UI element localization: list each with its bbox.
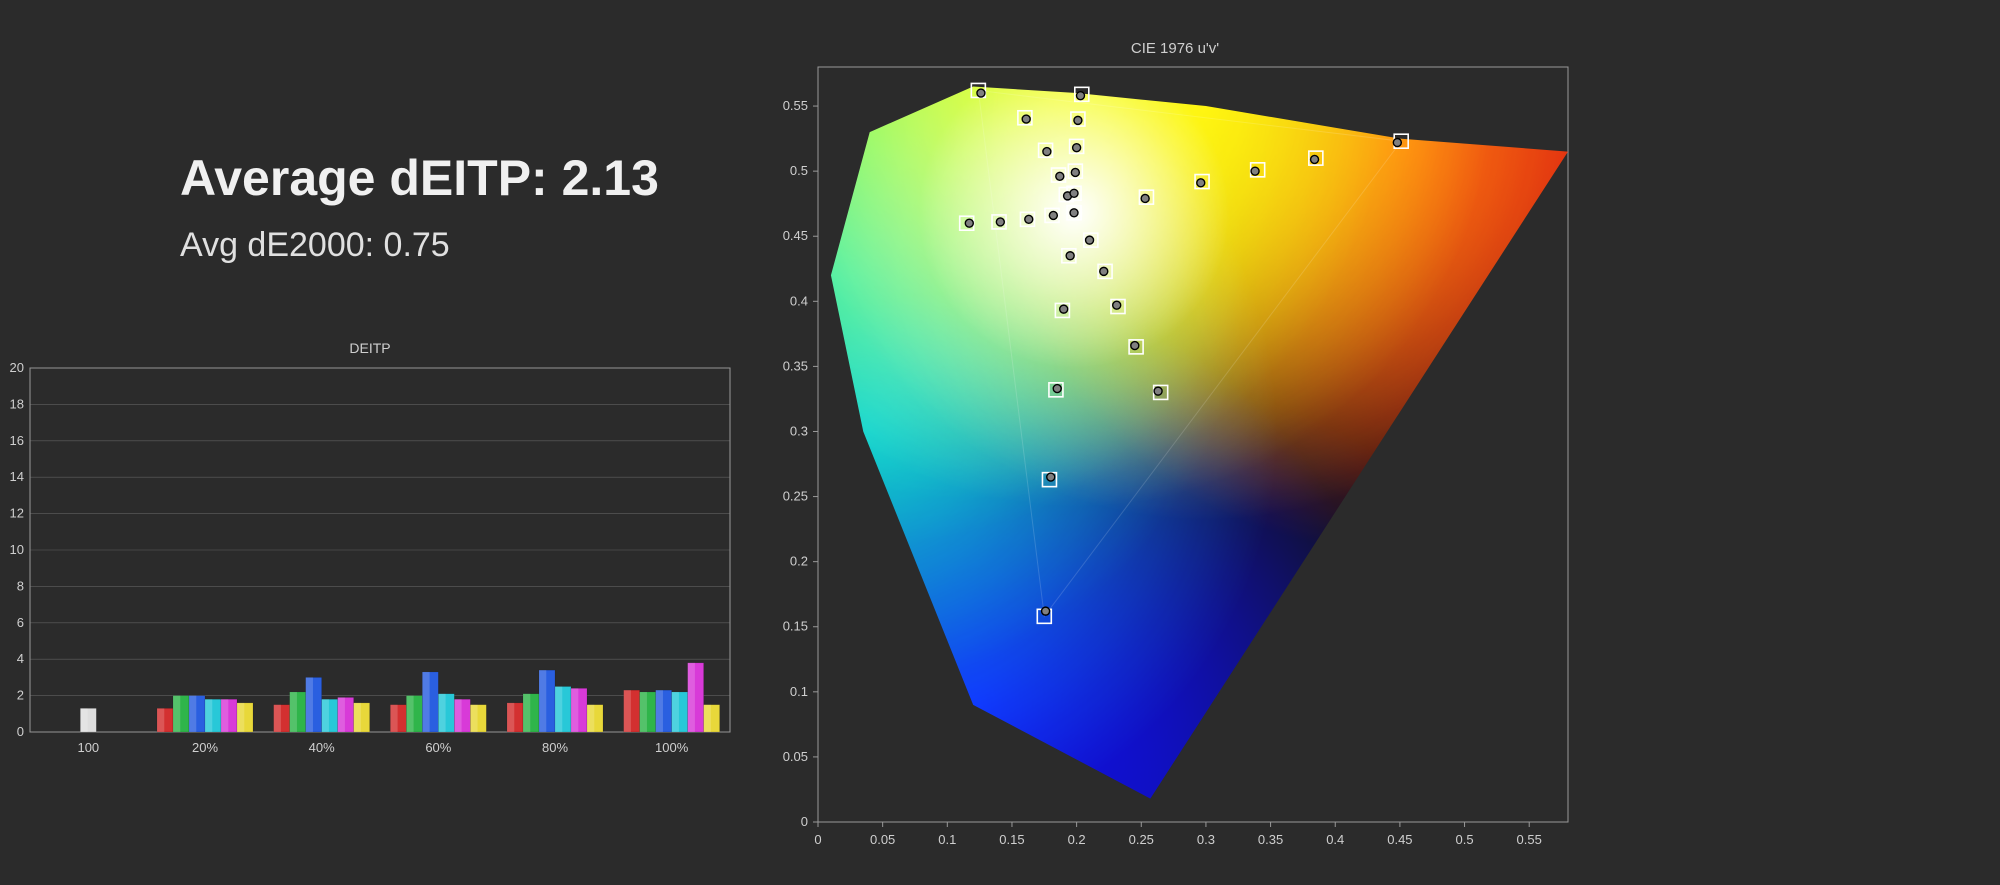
- right-panel: CIE 1976 u'v' 0 0.05 0.1 0.15 0.2 0.25 0.3 0.35…: [770, 40, 1580, 860]
- svg-text:0.4: 0.4: [790, 293, 808, 308]
- svg-text:0.5: 0.5: [790, 163, 808, 178]
- svg-text:0.25: 0.25: [1129, 832, 1154, 847]
- svg-text:2: 2: [17, 688, 24, 703]
- calibration-report: Average dEITP: 2.13 Avg dE2000: 0.75 DEI…: [0, 0, 2000, 885]
- bar-chart-svg: 0 2 4 6 8 10 12 14 16 18 20 100 20% 40% 60% 80% 100%: [0, 362, 740, 762]
- svg-text:100%: 100%: [655, 740, 689, 755]
- svg-text:0.1: 0.1: [790, 684, 808, 699]
- left-panel: Average dEITP: 2.13 Avg dE2000: 0.75 DEI…: [0, 0, 760, 885]
- svg-text:0.55: 0.55: [783, 98, 808, 113]
- svg-text:8: 8: [17, 578, 24, 593]
- svg-text:0.45: 0.45: [1387, 832, 1412, 847]
- cie-chart-svg: 0 0.05 0.1 0.15 0.2 0.25 0.3 0.35 0.4 0.45 0.5 0.55…: [770, 61, 1580, 856]
- svg-text:0.35: 0.35: [783, 358, 808, 373]
- svg-text:0.3: 0.3: [790, 423, 808, 438]
- avg-deitp-label: Average dEITP: 2.13: [180, 150, 659, 208]
- bar-chart-title: DEITP: [0, 340, 740, 356]
- svg-text:0: 0: [801, 814, 808, 829]
- svg-text:0.25: 0.25: [783, 489, 808, 504]
- svg-text:0.4: 0.4: [1326, 832, 1344, 847]
- svg-text:0: 0: [814, 832, 821, 847]
- svg-text:12: 12: [10, 506, 24, 521]
- svg-text:6: 6: [17, 615, 24, 630]
- svg-text:0.15: 0.15: [783, 619, 808, 634]
- metrics-block: Average dEITP: 2.13 Avg dE2000: 0.75: [180, 150, 659, 265]
- svg-text:0.05: 0.05: [870, 832, 895, 847]
- svg-text:0.3: 0.3: [1197, 832, 1215, 847]
- svg-text:16: 16: [10, 433, 24, 448]
- svg-text:60%: 60%: [425, 740, 451, 755]
- svg-text:0.35: 0.35: [1258, 832, 1283, 847]
- svg-text:10: 10: [10, 542, 24, 557]
- svg-text:18: 18: [10, 396, 24, 411]
- svg-text:20: 20: [10, 362, 24, 375]
- svg-text:0: 0: [17, 724, 24, 739]
- svg-text:80%: 80%: [542, 740, 568, 755]
- svg-text:0.05: 0.05: [783, 749, 808, 764]
- deitp-bar-chart: DEITP 0 2 4 6 8 10 12 14 16 18 20 100 20% 40% 60% 80% 10…: [0, 340, 740, 760]
- svg-text:0.2: 0.2: [1068, 832, 1086, 847]
- svg-text:4: 4: [17, 651, 24, 666]
- svg-text:0.55: 0.55: [1517, 832, 1542, 847]
- svg-text:20%: 20%: [192, 740, 218, 755]
- cie-chart-title: CIE 1976 u'v': [770, 40, 1580, 57]
- avg-de2000-label: Avg dE2000: 0.75: [180, 226, 659, 265]
- svg-text:40%: 40%: [309, 740, 335, 755]
- svg-text:14: 14: [10, 469, 24, 484]
- svg-text:100: 100: [77, 740, 99, 755]
- svg-text:0.5: 0.5: [1456, 832, 1474, 847]
- svg-text:0.15: 0.15: [999, 832, 1024, 847]
- svg-text:0.2: 0.2: [790, 554, 808, 569]
- svg-text:0.1: 0.1: [938, 832, 956, 847]
- svg-text:0.45: 0.45: [783, 228, 808, 243]
